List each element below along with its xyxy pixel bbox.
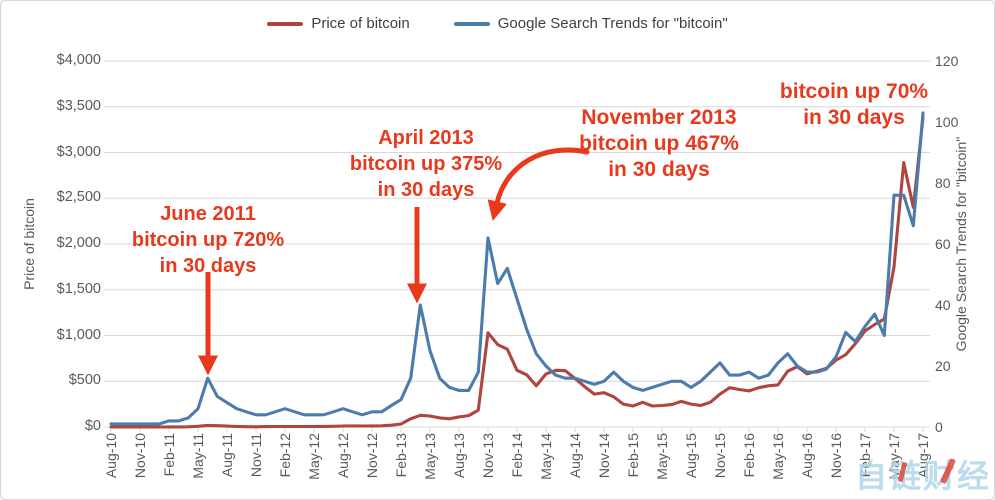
- x-axis-tick-label: Feb-16: [741, 433, 757, 478]
- annotation-line: April 2013: [378, 127, 474, 149]
- annotation-line: in 30 days: [803, 106, 905, 129]
- legend-item-price: Price of bitcoin: [267, 15, 410, 32]
- x-axis-tick-label: Feb-11: [161, 433, 177, 477]
- annotation-line: bitcoin up 467%: [579, 132, 739, 155]
- left-axis-tick-label: $2,500: [56, 189, 101, 206]
- x-axis-tick-label: Feb-14: [509, 433, 525, 478]
- x-axis-tick-label: Aug-12: [335, 433, 351, 479]
- right-axis-tick-label: 100: [935, 114, 959, 130]
- annotation-line: bitcoin up 720%: [131, 229, 285, 251]
- x-axis-tick-label: Nov-13: [480, 433, 496, 479]
- right-axis-tick-label: 80: [935, 175, 951, 191]
- left-axis-tick-label: $1,000: [56, 326, 101, 343]
- x-axis-tick-label: Feb-13: [393, 433, 409, 478]
- x-axis-tick-label: May-16: [770, 433, 786, 480]
- left-axis-tick-label: $3,500: [56, 97, 101, 114]
- x-axis-tick-label: Nov-16: [828, 433, 844, 479]
- annotation-line: bitcoin up 70%: [779, 80, 929, 103]
- x-axis-tick-label: May-14: [538, 433, 554, 480]
- watermark-logo: 自链财经: [855, 458, 992, 494]
- legend-label-trends: Google Search Trends for "bitcoin": [497, 15, 728, 32]
- x-axis-tick-label: Nov-11: [248, 433, 264, 478]
- x-axis-tick-label: Aug-11: [219, 433, 235, 478]
- x-axis-tick-label: May-13: [422, 433, 438, 480]
- annotation-line: in 30 days: [377, 179, 475, 201]
- annotation-line: November 2013: [581, 106, 737, 129]
- annotation-line: in 30 days: [608, 158, 710, 181]
- x-axis-tick-label: Nov-15: [712, 433, 728, 479]
- annotation-june-2011: June 2011 bitcoin up 720% in 30 days: [98, 201, 318, 279]
- x-axis-tick-label: May-12: [306, 433, 322, 480]
- right-axis-tick-label: 40: [935, 297, 951, 313]
- right-axis-tick-label: 0: [935, 419, 943, 435]
- price-line-swatch: [267, 21, 304, 26]
- trends-line-swatch: [453, 21, 490, 26]
- x-axis-tick-label: Aug-14: [567, 433, 583, 479]
- x-axis-tick-label: Feb-15: [625, 433, 641, 478]
- right-axis-tick-label: 60: [935, 236, 951, 252]
- right-axis-tick-label: 120: [935, 53, 959, 69]
- annotation-2017: bitcoin up 70% in 30 days: [744, 79, 964, 131]
- x-axis-tick-label: May-15: [654, 433, 670, 480]
- x-axis-tick-label: Aug-10: [103, 433, 119, 479]
- x-axis-tick-label: Aug-16: [799, 433, 815, 479]
- x-axis-tick-label: Aug-13: [451, 433, 467, 479]
- left-axis-tick-label: $2,000: [56, 235, 101, 251]
- x-axis-tick-label: Nov-10: [132, 433, 148, 479]
- legend-label-price: Price of bitcoin: [311, 15, 410, 32]
- left-axis-tick-label: $3,000: [56, 143, 101, 160]
- right-axis-tick-label: 20: [935, 358, 951, 374]
- x-axis-tick-label: Nov-14: [596, 433, 612, 479]
- left-axis-tick-label: $500: [68, 372, 101, 389]
- annotation-line: in 30 days: [159, 255, 257, 277]
- annotation-line: June 2011: [160, 203, 256, 225]
- annotation-line: bitcoin up 375%: [349, 153, 503, 175]
- left-axis-tick-label: $4,000: [56, 52, 101, 68]
- annotation-november-2013: November 2013 bitcoin up 467% in 30 days: [539, 105, 779, 183]
- left-axis-tick-label: $0: [84, 418, 101, 434]
- left-axis-tick-label: $1,500: [56, 280, 101, 297]
- x-axis-tick-label: Feb-12: [277, 433, 293, 478]
- x-axis-tick-label: May-11: [190, 433, 206, 479]
- legend-item-trends: Google Search Trends for "bitcoin": [453, 15, 728, 32]
- x-axis-tick-label: Aug-15: [683, 433, 699, 479]
- annotation-april-2013: April 2013 bitcoin up 375% in 30 days: [316, 125, 536, 203]
- x-axis-tick-label: Nov-12: [364, 433, 380, 479]
- chart-legend: Price of bitcoin Google Search Trends fo…: [1, 15, 994, 32]
